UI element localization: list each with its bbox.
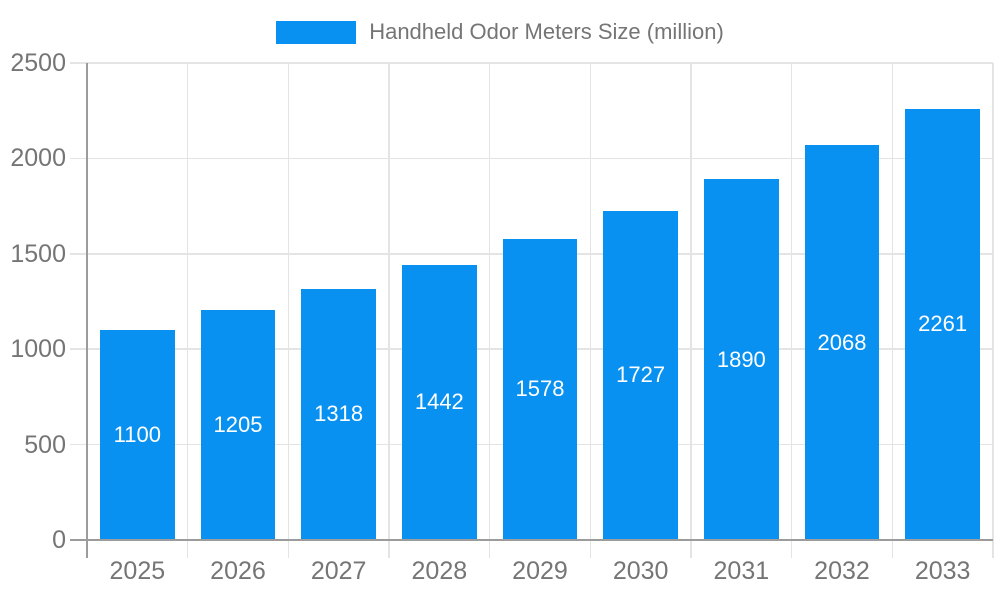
y-axis-tick-label: 1500 bbox=[10, 239, 66, 268]
bar-value-label: 1442 bbox=[414, 389, 464, 415]
bar-column: 1100 bbox=[87, 63, 188, 540]
plot-area: 1100 1205 1318 1442 1578 1727 1890 2068 2261 bbox=[70, 62, 994, 558]
x-axis-tick-label: 2025 bbox=[109, 557, 166, 585]
y-axis-tick-label: 1000 bbox=[10, 335, 66, 364]
bar-2025[interactable]: 1100 bbox=[100, 330, 175, 540]
x-axis-tick-label: 2028 bbox=[411, 557, 468, 585]
x-axis-tick-label: 2026 bbox=[210, 557, 266, 585]
bar-column: 1890 bbox=[691, 63, 792, 540]
bar-value-label: 1578 bbox=[515, 376, 565, 402]
bar-column: 1578 bbox=[490, 63, 591, 540]
bar-2026[interactable]: 1205 bbox=[200, 310, 276, 540]
y-axis-tick-label: 2000 bbox=[10, 144, 66, 173]
x-axis-tick-label: 2031 bbox=[713, 557, 770, 585]
bar-2033[interactable]: 2261 bbox=[905, 108, 980, 540]
bar-column: 1318 bbox=[288, 63, 389, 540]
x-axis-tick-label: 2033 bbox=[914, 557, 971, 585]
v-gridline bbox=[992, 63, 994, 558]
h-gridline bbox=[70, 62, 993, 64]
y-axis-tick-label: 0 bbox=[52, 526, 66, 554]
v-gridline bbox=[287, 63, 290, 558]
bar-2029[interactable]: 1578 bbox=[502, 238, 578, 540]
bar-2032[interactable]: 2068 bbox=[804, 145, 880, 540]
bar-value-label: 2068 bbox=[817, 329, 867, 355]
bar-2028[interactable]: 1442 bbox=[402, 264, 477, 540]
x-axis-tick-label: 2032 bbox=[814, 557, 870, 585]
v-gridline bbox=[690, 63, 692, 558]
v-gridline bbox=[186, 63, 189, 558]
v-gridline bbox=[589, 63, 592, 558]
legend[interactable]: Handheld Odor Meters Size (million) bbox=[0, 19, 1000, 45]
y-axis-line bbox=[86, 63, 88, 558]
bar-column: 2068 bbox=[792, 63, 893, 540]
bar-column: 1442 bbox=[389, 63, 490, 540]
bar-value-label: 1100 bbox=[113, 422, 161, 448]
y-axis-tick-label: 2500 bbox=[10, 49, 66, 77]
v-gridline bbox=[488, 63, 491, 558]
bar-value-label: 1205 bbox=[213, 412, 263, 438]
x-axis-tick-label: 2027 bbox=[310, 557, 367, 585]
bar-value-label: 1727 bbox=[616, 362, 666, 388]
bar-value-label: 1318 bbox=[314, 401, 364, 427]
bar-2030[interactable]: 1727 bbox=[603, 210, 678, 540]
bar-2031[interactable]: 1890 bbox=[704, 179, 779, 540]
bar-value-label: 1890 bbox=[716, 346, 766, 372]
x-axis-tick-label: 2030 bbox=[612, 557, 669, 585]
v-gridline bbox=[790, 63, 793, 558]
v-gridline bbox=[388, 63, 390, 558]
legend-label: Handheld Odor Meters Size (million) bbox=[369, 19, 724, 44]
bar-column: 1727 bbox=[590, 63, 691, 540]
bar-column: 2261 bbox=[892, 63, 993, 540]
legend-swatch bbox=[276, 20, 357, 44]
x-axis-tick-label: 2029 bbox=[512, 557, 568, 585]
x-axis-line bbox=[70, 539, 993, 541]
h-gridline bbox=[70, 157, 993, 160]
bar-2027[interactable]: 1318 bbox=[301, 288, 376, 540]
bar-column: 1205 bbox=[188, 63, 289, 540]
bar-value-label: 2261 bbox=[918, 311, 968, 337]
y-axis-tick-label: 500 bbox=[24, 430, 66, 459]
v-gridline bbox=[891, 63, 894, 558]
